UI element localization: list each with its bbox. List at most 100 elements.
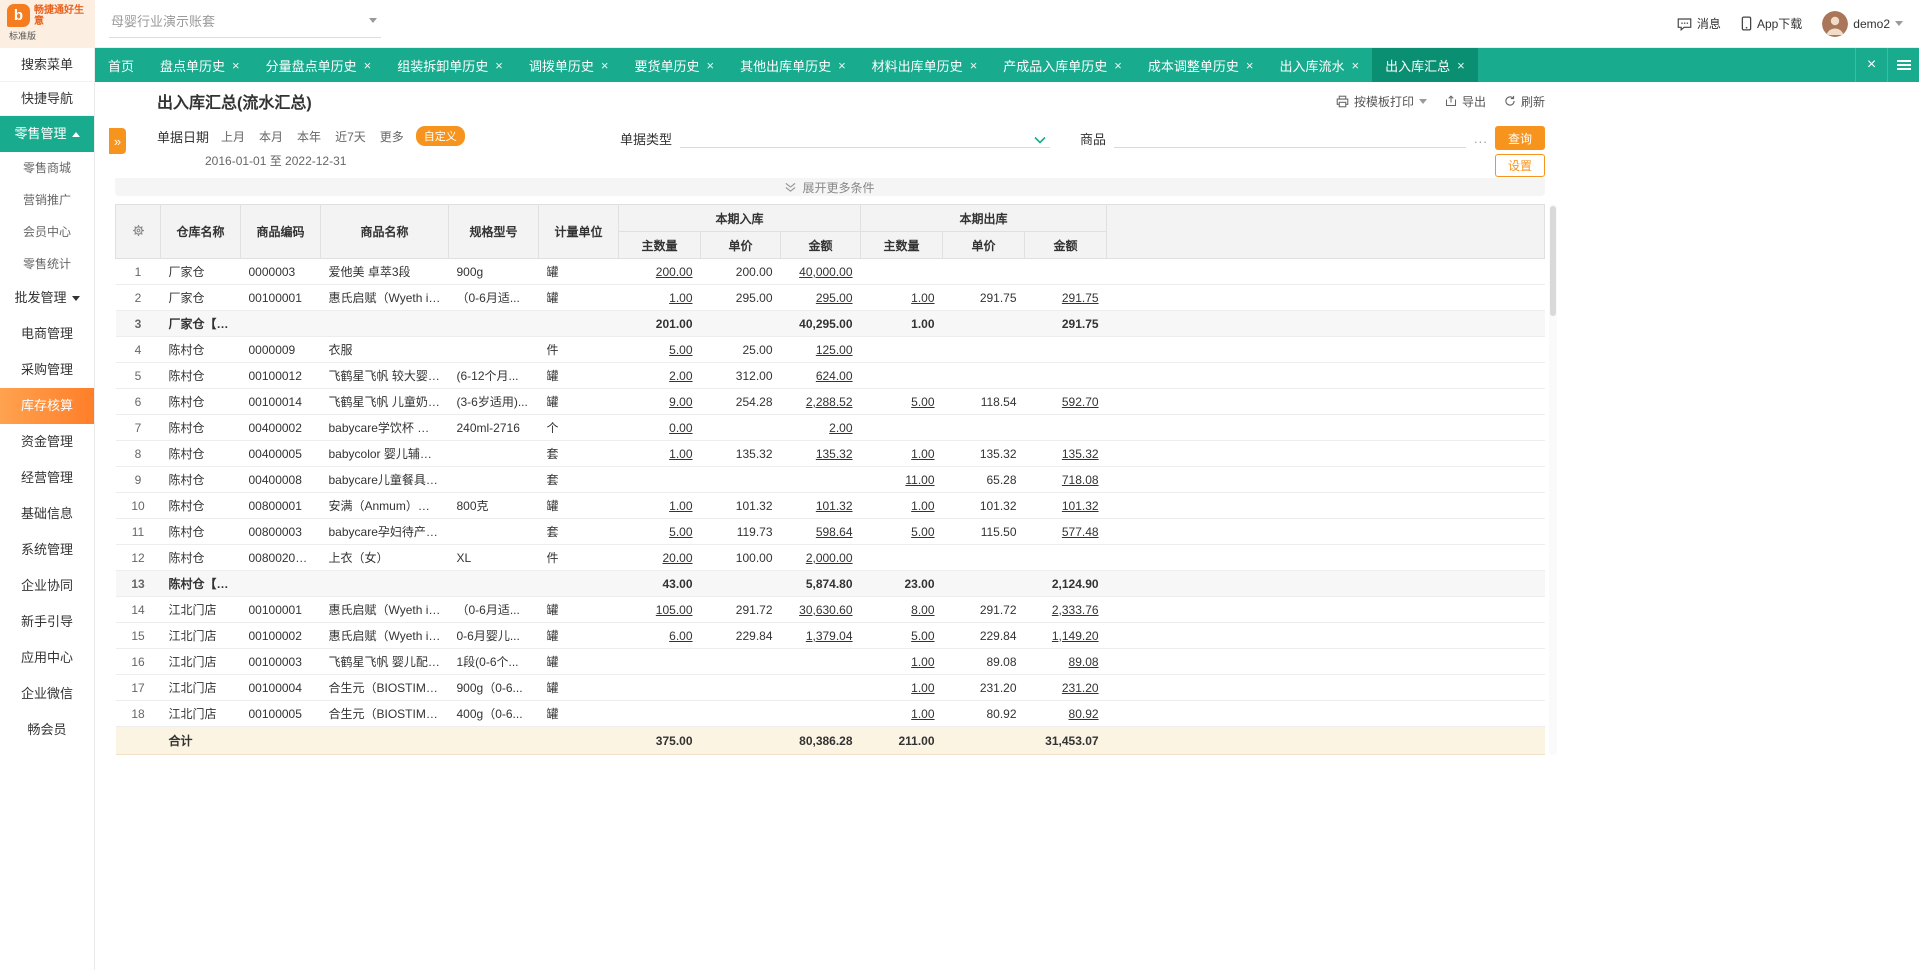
drilldown-link[interactable]: 89.08: [1068, 654, 1099, 669]
sidebar-item-零售统计[interactable]: 零售统计: [0, 248, 94, 280]
export-button[interactable]: 导出: [1445, 93, 1486, 110]
date-quick-option-近7天[interactable]: 近7天: [335, 129, 366, 144]
tab-close-icon[interactable]: ×: [969, 57, 978, 73]
header-out-price[interactable]: 单价: [942, 231, 1026, 259]
tab-close-icon[interactable]: ×: [1245, 57, 1254, 73]
drilldown-link[interactable]: 1.00: [669, 446, 693, 461]
settings-button[interactable]: 设置: [1495, 154, 1545, 177]
header-out-amount[interactable]: 金额: [1024, 231, 1108, 259]
date-quick-option-上月[interactable]: 上月: [221, 129, 246, 144]
column-settings-button[interactable]: [115, 204, 161, 259]
drilldown-link[interactable]: 125.00: [815, 342, 853, 357]
tab-产成品入库单历史[interactable]: 产成品入库单历史 ×: [990, 48, 1135, 82]
date-quick-option-本年[interactable]: 本年: [297, 129, 322, 144]
drilldown-link[interactable]: 1.00: [911, 446, 935, 461]
table-row[interactable]: 17 江北门店 00100004 合生元（BIOSTIME）... 900g（0-6..…: [115, 674, 1545, 701]
doc-type-select[interactable]: [680, 126, 1051, 148]
tab-close-icon[interactable]: ×: [1114, 57, 1122, 73]
drilldown-link[interactable]: 101.32: [1061, 498, 1099, 513]
drilldown-link[interactable]: 1,379.04: [805, 628, 853, 643]
table-row[interactable]: 1 厂家仓 0000003 爱他美 卓萃3段 900g 罐 200.00 200.00 40,0…: [115, 258, 1545, 285]
drilldown-link[interactable]: 30,630.60: [799, 602, 853, 617]
drilldown-link[interactable]: 1.00: [911, 654, 935, 669]
header-unit[interactable]: 计量单位: [538, 204, 619, 259]
tab-分量盘点单历史[interactable]: 分量盘点单历史 ×: [253, 48, 385, 82]
tab-出入库汇总[interactable]: 出入库汇总 ×: [1372, 48, 1478, 82]
drilldown-link[interactable]: 200.00: [655, 264, 693, 279]
drilldown-link[interactable]: 1.00: [669, 290, 693, 305]
drilldown-link[interactable]: 291.75: [1061, 290, 1099, 305]
drilldown-link[interactable]: 718.08: [1061, 472, 1099, 487]
sidebar-item-会员中心[interactable]: 会员中心: [0, 216, 94, 248]
tab-组装拆卸单历史[interactable]: 组装拆卸单历史 ×: [384, 48, 516, 82]
header-spec[interactable]: 规格型号: [448, 204, 539, 259]
drilldown-link[interactable]: 1.00: [911, 680, 935, 695]
header-warehouse[interactable]: 仓库名称: [160, 204, 241, 259]
sidebar-item-批发管理[interactable]: 批发管理: [0, 280, 94, 316]
drilldown-link[interactable]: 0.00: [669, 420, 693, 435]
drilldown-link[interactable]: 1.00: [911, 290, 935, 305]
tab-close-icon[interactable]: ×: [1457, 57, 1465, 73]
tab-出入库流水[interactable]: 出入库流水 ×: [1267, 48, 1373, 82]
tab-首页[interactable]: 首页: [95, 48, 147, 82]
date-quick-option-更多[interactable]: 更多: [379, 129, 404, 144]
expand-more-conditions-button[interactable]: 展开更多条件: [115, 178, 1545, 196]
drilldown-link[interactable]: 135.32: [1061, 446, 1099, 461]
drilldown-link[interactable]: 135.32: [815, 446, 853, 461]
sidebar-item-营销推广[interactable]: 营销推广: [0, 184, 94, 216]
table-subtotal-row[interactable]: 3 厂家仓【小... 201.00 40,295.00 1.00 291.75: [115, 310, 1545, 337]
sidebar-item-基础信息[interactable]: 基础信息: [0, 496, 94, 532]
scrollbar-thumb[interactable]: [1550, 206, 1556, 316]
sidebar-item-电商管理[interactable]: 电商管理: [0, 316, 94, 352]
table-row[interactable]: 6 陈村仓 00100014 飞鹤星飞帆 儿童奶粉 4... (3-6岁适用)... 罐 9…: [115, 388, 1545, 415]
drilldown-link[interactable]: 5.00: [911, 394, 935, 409]
drilldown-link[interactable]: 9.00: [669, 394, 693, 409]
drilldown-link[interactable]: 577.48: [1061, 524, 1099, 539]
sidebar-item-应用中心[interactable]: 应用中心: [0, 640, 94, 676]
header-in-qty[interactable]: 主数量: [618, 231, 701, 259]
sidebar-item-搜索菜单[interactable]: 搜索菜单: [0, 48, 94, 82]
drilldown-link[interactable]: 5.00: [911, 524, 935, 539]
drilldown-link[interactable]: 40,000.00: [799, 264, 853, 279]
table-row[interactable]: 11 陈村仓 00800003 babycare孕妇待产包 ... 套 5.00 119.7…: [115, 518, 1545, 545]
tab-要货单历史[interactable]: 要货单历史 ×: [621, 48, 727, 82]
refresh-button[interactable]: 刷新: [1504, 93, 1545, 110]
tab-close-icon[interactable]: ×: [600, 57, 609, 73]
drilldown-link[interactable]: 5.00: [669, 342, 693, 357]
drilldown-link[interactable]: 2.00: [669, 368, 693, 383]
close-all-tabs-button[interactable]: ×: [1855, 48, 1887, 82]
tab-盘点单历史[interactable]: 盘点单历史 ×: [147, 48, 253, 82]
sidebar-item-零售管理[interactable]: 零售管理: [0, 116, 94, 152]
table-row[interactable]: 8 陈村仓 00400005 babycolor 婴儿辅食机 ... 套 1.00 135.…: [115, 440, 1545, 467]
table-row[interactable]: 4 陈村仓 0000009 衣服 件 5.00 25.00 125.00: [115, 336, 1545, 363]
drilldown-link[interactable]: 1.00: [669, 498, 693, 513]
drilldown-link[interactable]: 1,149.20: [1051, 628, 1099, 643]
tab-成本调整单历史[interactable]: 成本调整单历史 ×: [1135, 48, 1267, 82]
table-row[interactable]: 10 陈村仓 00800001 安满（Anmum）智孕... 800克罐 1.00 101.…: [115, 492, 1545, 519]
drilldown-link[interactable]: 231.20: [1061, 680, 1099, 695]
table-row[interactable]: 15 江北门店 00100002 惠氏启赋（Wyeth illu... 0-6月婴儿..…: [115, 622, 1545, 649]
drilldown-link[interactable]: 2.00: [829, 420, 853, 435]
tab-其他出库单历史[interactable]: 其他出库单历史 ×: [727, 48, 859, 82]
drilldown-link[interactable]: 2,333.76: [1051, 602, 1099, 617]
sidebar-item-快捷导航[interactable]: 快捷导航: [0, 82, 94, 116]
vertical-scrollbar[interactable]: [1549, 204, 1557, 755]
header-in-price[interactable]: 单价: [700, 231, 781, 259]
tab-close-icon[interactable]: ×: [1351, 57, 1360, 73]
custom-date-badge[interactable]: 自定义: [415, 126, 465, 146]
drilldown-link[interactable]: 105.00: [655, 602, 693, 617]
collapse-filter-panel-button[interactable]: »: [109, 128, 126, 154]
sidebar-item-资金管理[interactable]: 资金管理: [0, 424, 94, 460]
drilldown-link[interactable]: 5.00: [669, 524, 693, 539]
sidebar-item-企业微信[interactable]: 企业微信: [0, 676, 94, 712]
tab-close-icon[interactable]: ×: [495, 57, 503, 73]
drilldown-link[interactable]: 6.00: [669, 628, 693, 643]
drilldown-link[interactable]: 2,288.52: [805, 394, 853, 409]
table-row[interactable]: 18 江北门店 00100005 合生元（BIOSTIME）... 400g（0-6..…: [115, 700, 1545, 727]
tab-close-icon[interactable]: ×: [706, 57, 715, 73]
sidebar-item-零售商城[interactable]: 零售商城: [0, 152, 94, 184]
date-quick-option-本月[interactable]: 本月: [259, 129, 284, 144]
header-out-qty[interactable]: 主数量: [860, 231, 944, 259]
drilldown-link[interactable]: 80.92: [1068, 706, 1099, 721]
